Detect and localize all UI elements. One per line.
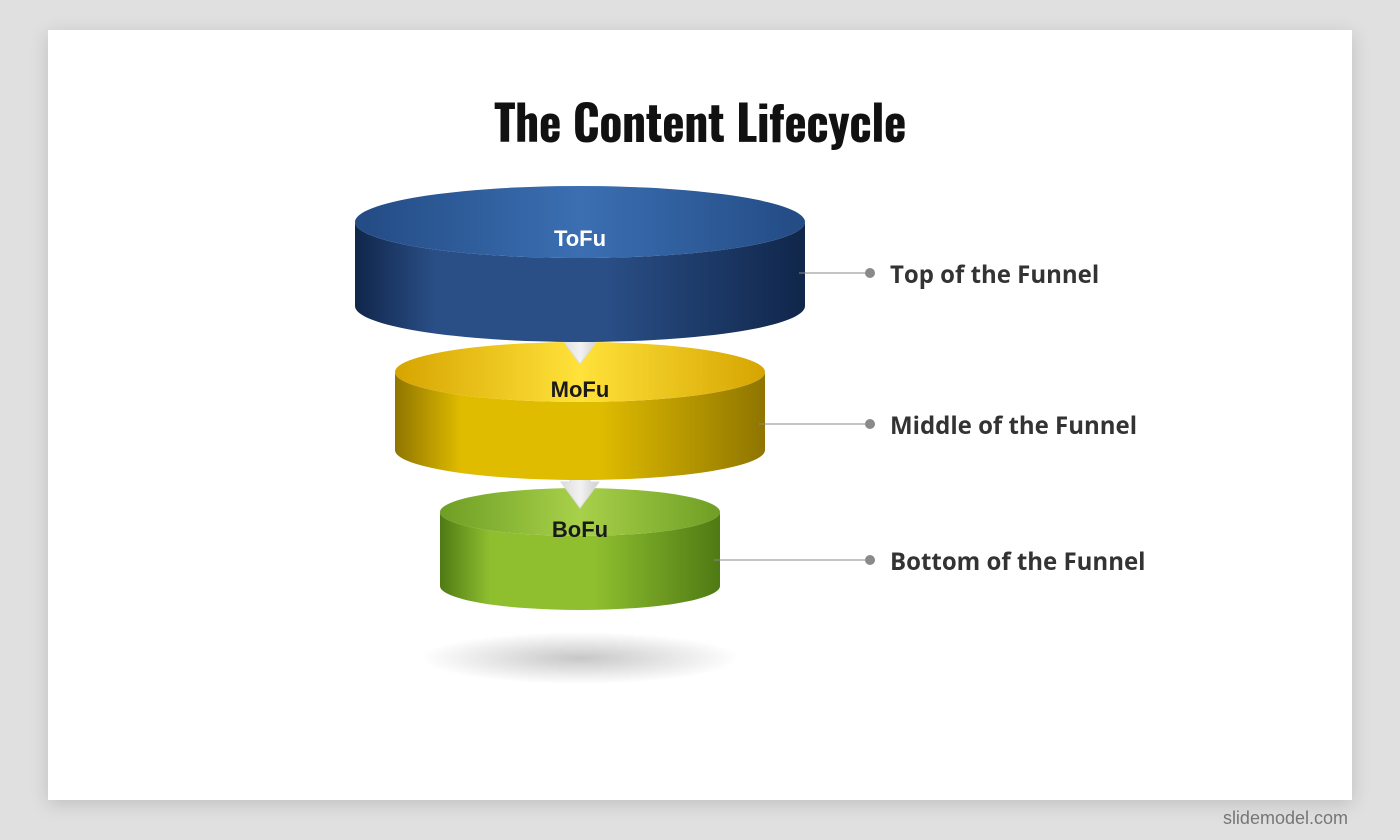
callout-tofu: Top of the Funnel bbox=[890, 258, 1099, 291]
callout-dot-icon bbox=[865, 419, 875, 429]
funnel-stage-tofu: ToFu bbox=[355, 186, 805, 342]
callout-dot-icon bbox=[865, 555, 875, 565]
funnel-svg: BoFu MoFu ToFu bbox=[250, 160, 1150, 740]
callout-bofu: Bottom of the Funnel bbox=[890, 545, 1145, 578]
stage-label-bofu: BoFu bbox=[552, 517, 608, 542]
funnel-diagram: BoFu MoFu ToFu Top of the Funnel Middle of… bbox=[250, 160, 1150, 740]
drop-shadow bbox=[420, 632, 740, 684]
stage-label-tofu: ToFu bbox=[554, 226, 606, 251]
slide-frame: The Content Lifecycle BoFu MoFu ToFu Top o… bbox=[48, 30, 1352, 800]
slide-title: The Content Lifecycle bbox=[48, 30, 1352, 156]
callout-mofu: Middle of the Funnel bbox=[890, 409, 1137, 442]
callout-dot-icon bbox=[865, 268, 875, 278]
stage-label-mofu: MoFu bbox=[551, 377, 610, 402]
attribution-text: slidemodel.com bbox=[0, 808, 1400, 829]
